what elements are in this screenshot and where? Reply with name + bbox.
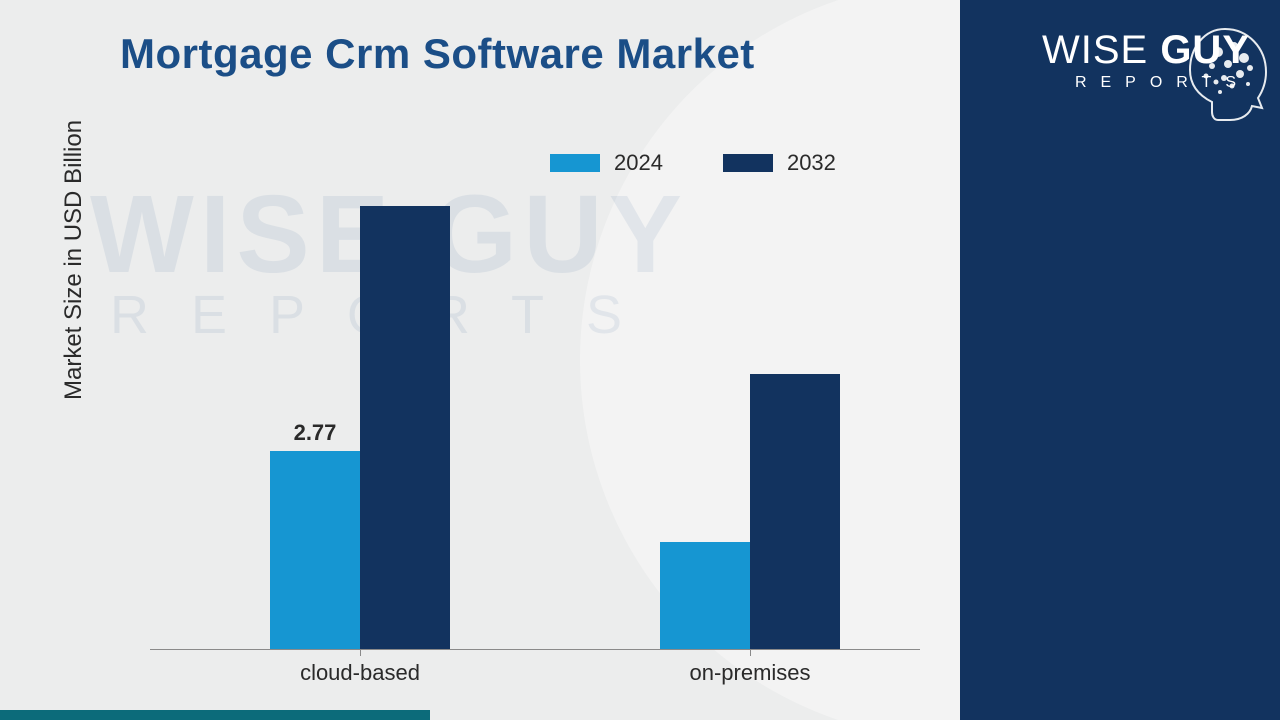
bar-on-premises-2032	[750, 374, 840, 649]
category-label: cloud-based	[300, 660, 420, 686]
category-label: on-premises	[689, 660, 810, 686]
bar-cloud-based-2032	[360, 206, 450, 649]
y-axis-label: Market Size in USD Billion	[60, 120, 88, 400]
x-axis-baseline	[150, 649, 920, 650]
brand-word-2: GUY	[1160, 28, 1250, 72]
bar-cloud-based-2024	[270, 451, 360, 649]
legend: 2024 2032	[550, 150, 836, 176]
bar-on-premises-2024	[660, 542, 750, 649]
x-tick	[750, 650, 751, 656]
legend-swatch-2024	[550, 154, 600, 172]
x-tick	[360, 650, 361, 656]
chart-title: Mortgage Crm Software Market	[120, 30, 755, 78]
brand-logo: WISE GUY REPORTS	[1042, 30, 1250, 92]
legend-label-2024: 2024	[614, 150, 663, 176]
legend-item-2032: 2032	[723, 150, 836, 176]
brand-name: WISE GUY	[1042, 30, 1250, 70]
brand-word-1: WISE	[1042, 28, 1148, 72]
brand-subtitle: REPORTS	[1042, 74, 1250, 92]
bottom-accent-strip	[0, 710, 430, 720]
chart-stage: WISE GUY REPORTS Mortgage Crm Software M…	[0, 0, 1280, 720]
legend-swatch-2032	[723, 154, 773, 172]
bar-value-label: 2.77	[294, 420, 337, 446]
legend-label-2032: 2032	[787, 150, 836, 176]
plot-area: 2.77cloud-basedon-premises	[150, 200, 920, 650]
legend-item-2024: 2024	[550, 150, 663, 176]
